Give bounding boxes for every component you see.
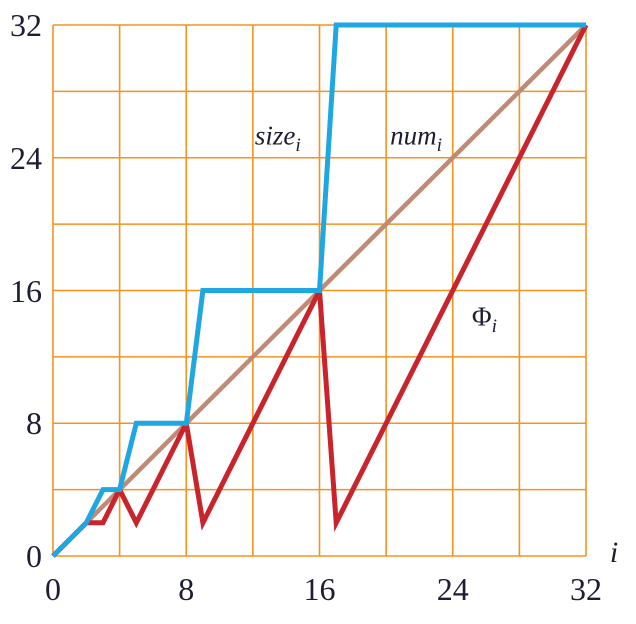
series-label-phi: Φi [471, 301, 497, 336]
x-tick-label: 16 [303, 571, 336, 607]
series-label-num: numi [390, 120, 442, 155]
x-tick-label: 24 [436, 571, 469, 607]
series-label-size-text: size [254, 120, 296, 151]
x-axis-label: i [609, 536, 619, 569]
series-label-num-text: num [390, 120, 437, 151]
x-tick-label: 32 [570, 571, 602, 607]
y-tick-label: 0 [26, 538, 42, 574]
y-tick-label: 8 [26, 405, 42, 442]
series-label-phi-sub: i [491, 315, 497, 337]
series-label-size-sub: i [295, 135, 301, 157]
y-tick-label: 32 [10, 7, 42, 43]
y-tick-label: 24 [10, 139, 42, 176]
x-tick-label: 0 [45, 571, 61, 607]
series-label-num-sub: i [436, 135, 443, 157]
size-line [51, 22, 586, 558]
y-tick-label: 16 [10, 272, 42, 309]
x-tick-label: 8 [178, 571, 195, 607]
series-label-size: sizei [254, 120, 301, 155]
series-label-phi-text: Φ [471, 301, 492, 332]
